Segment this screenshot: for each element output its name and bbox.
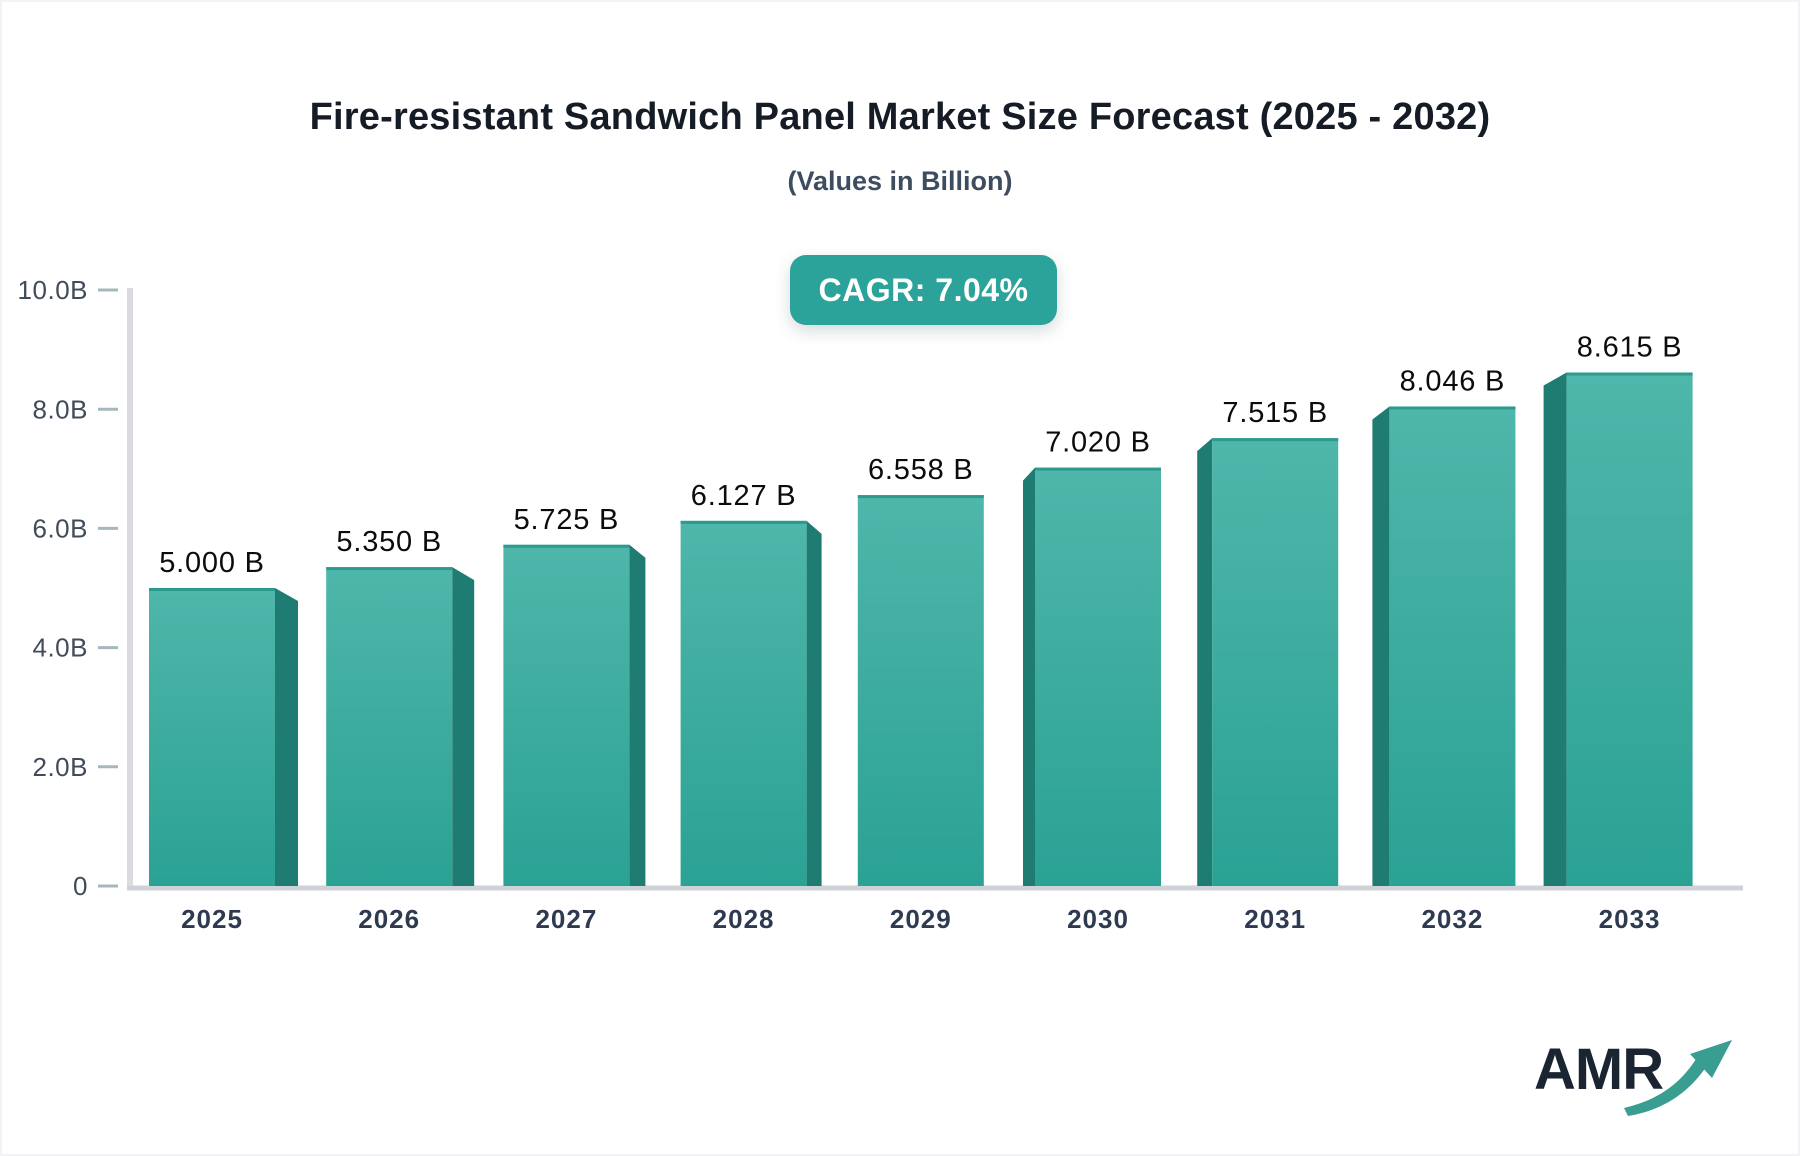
bar-value-label: 6.127 B — [691, 480, 797, 512]
bar-front-face — [326, 567, 453, 886]
x-axis-label-2025: 2025 — [181, 904, 243, 934]
bar-2030: 7.020 B 2030 — [1023, 427, 1161, 934]
amr-logo: AMR — [1528, 1026, 1748, 1136]
bar-2031: 7.515 B 2031 — [1197, 397, 1339, 934]
x-axis-label-2027: 2027 — [535, 904, 597, 934]
chart-title: Fire-resistant Sandwich Panel Market Siz… — [309, 96, 1491, 138]
x-axis-label-2032: 2032 — [1421, 904, 1483, 934]
bar-side-face — [1197, 438, 1213, 886]
bar-side-face — [1543, 372, 1567, 886]
bar-front-face — [1212, 438, 1339, 886]
bar-front-face — [857, 495, 984, 886]
amr-logo-arrow-icon — [1624, 1040, 1732, 1116]
bar-front-face — [503, 544, 630, 886]
x-axis-label-2029: 2029 — [890, 904, 952, 934]
bar-front-face — [1566, 372, 1693, 886]
bar-front-face — [1389, 406, 1516, 886]
cagr-badge-label: CAGR: 7.04% — [818, 271, 1029, 308]
y-tick-label-0: 0 — [73, 871, 88, 901]
bar-side-face — [806, 520, 822, 886]
amr-logo-text: AMR — [1534, 1037, 1664, 1102]
y-tick-label-2.0B: 2.0B — [33, 752, 89, 782]
bar-value-label: 5.000 B — [159, 547, 265, 579]
bar-value-label: 7.020 B — [1045, 427, 1151, 459]
bar-2028: 6.127 B 2028 — [680, 480, 822, 934]
x-axis-label-2033: 2033 — [1599, 904, 1661, 934]
bar-side-face — [1372, 406, 1390, 886]
y-tick-label-10.0B: 10.0B — [18, 275, 88, 305]
bar-side-face — [275, 588, 298, 886]
x-axis-label-2030: 2030 — [1067, 904, 1129, 934]
y-tick-label-8.0B: 8.0B — [33, 394, 89, 424]
bar-2027: 5.725 B 2027 — [503, 504, 646, 934]
bar-front-face — [1035, 467, 1161, 886]
bar-value-label: 8.046 B — [1400, 365, 1506, 397]
bar-2025: 5.000 B 2025 — [149, 547, 298, 934]
x-axis-label-2028: 2028 — [713, 904, 775, 934]
bar-2029: 6.558 B 2029 — [857, 454, 984, 934]
y-tick-label-4.0B: 4.0B — [33, 633, 89, 663]
bar-side-face — [629, 544, 646, 886]
x-axis-label-2031: 2031 — [1244, 904, 1306, 934]
bar-2032: 8.046 B 2032 — [1372, 365, 1516, 934]
bar-front-face — [149, 588, 275, 886]
bar-2026: 5.350 B 2026 — [326, 526, 475, 934]
bar-value-label: 5.725 B — [514, 504, 620, 536]
bar-value-label: 8.615 B — [1577, 332, 1683, 364]
bar-value-label: 7.515 B — [1222, 397, 1328, 429]
bar-front-face — [680, 520, 807, 886]
x-axis-label-2026: 2026 — [358, 904, 420, 934]
y-tick-label-6.0B: 6.0B — [33, 514, 89, 544]
cagr-badge: CAGR: 7.04% — [790, 255, 1057, 325]
bar-value-label: 6.558 B — [868, 454, 974, 486]
bar-side-face — [1023, 467, 1035, 886]
chart-subtitle: (Values in Billion) — [787, 166, 1013, 196]
bar-side-face — [452, 567, 475, 886]
bar-2033: 8.615 B 2033 — [1543, 332, 1693, 934]
bar-value-label: 5.350 B — [336, 526, 442, 558]
